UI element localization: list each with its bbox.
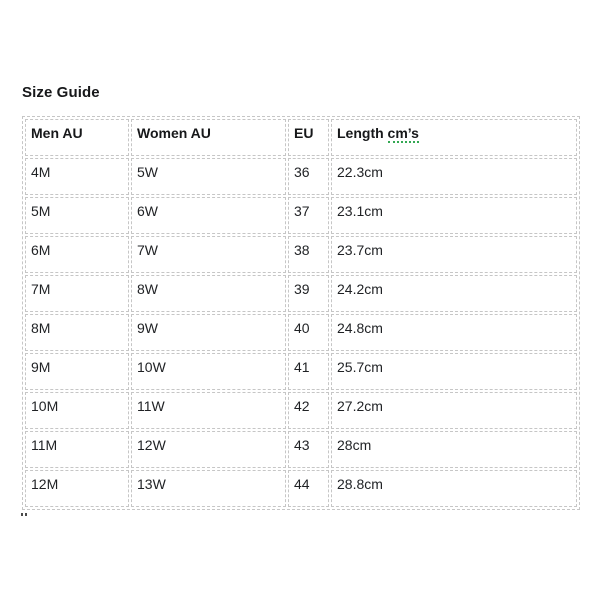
table-cell: 23.1cm [331, 197, 577, 234]
table-cell: 22.3cm [331, 158, 577, 195]
size-table-body: Men AU Women AU EU Length cm’s 4M 5W 36 22.… [25, 119, 577, 507]
table-cell: 11M [25, 431, 129, 468]
table-row: 9M 10W 41 25.7cm [25, 353, 577, 390]
header-cell-length: Length cm’s [331, 119, 577, 156]
table-cell: 10W [131, 353, 286, 390]
table-cell: 28.8cm [331, 470, 577, 507]
table-cell: 5W [131, 158, 286, 195]
table-cell: 4M [25, 158, 129, 195]
table-row: 5M 6W 37 23.1cm [25, 197, 577, 234]
header-cell-men-au: Men AU [25, 119, 129, 156]
table-cell: 39 [288, 275, 329, 312]
table-cell: 8W [131, 275, 286, 312]
table-row: 12M 13W 44 28.8cm [25, 470, 577, 507]
table-cell: 6M [25, 236, 129, 273]
table-cell: 41 [288, 353, 329, 390]
table-cell: 25.7cm [331, 353, 577, 390]
size-guide-table: Men AU Women AU EU Length cm’s 4M 5W 36 22.… [22, 116, 580, 510]
table-cell: 40 [288, 314, 329, 351]
table-row: 6M 7W 38 23.7cm [25, 236, 577, 273]
table-cell: 27.2cm [331, 392, 577, 429]
table-cell: 12M [25, 470, 129, 507]
table-cell: 7W [131, 236, 286, 273]
table-cell: 43 [288, 431, 329, 468]
table-cell: 12W [131, 431, 286, 468]
table-cell: 11W [131, 392, 286, 429]
table-cell: 24.2cm [331, 275, 577, 312]
table-cell: 9W [131, 314, 286, 351]
table-cell: 5M [25, 197, 129, 234]
table-cell: 24.8cm [331, 314, 577, 351]
table-cell: 38 [288, 236, 329, 273]
header-cell-eu: EU [288, 119, 329, 156]
table-cell: 28cm [331, 431, 577, 468]
table-handle-dots [21, 513, 578, 516]
table-cell: 44 [288, 470, 329, 507]
table-cell: 42 [288, 392, 329, 429]
table-cell: 23.7cm [331, 236, 577, 273]
table-cell: 10M [25, 392, 129, 429]
header-cell-women-au: Women AU [131, 119, 286, 156]
table-row: 11M 12W 43 28cm [25, 431, 577, 468]
table-cell: 36 [288, 158, 329, 195]
table-cell: 37 [288, 197, 329, 234]
table-cell: 9M [25, 353, 129, 390]
table-row: 4M 5W 36 22.3cm [25, 158, 577, 195]
page-title: Size Guide [22, 84, 100, 101]
table-cell: 8M [25, 314, 129, 351]
table-cell: 6W [131, 197, 286, 234]
table-row: 10M 11W 42 27.2cm [25, 392, 577, 429]
table-row: 7M 8W 39 24.2cm [25, 275, 577, 312]
table-cell: 13W [131, 470, 286, 507]
spellcheck-marked-word: cm’s [387, 125, 419, 143]
header-length-prefix: Length [337, 125, 388, 141]
table-cell: 7M [25, 275, 129, 312]
table-header-row: Men AU Women AU EU Length cm’s [25, 119, 577, 156]
table-row: 8M 9W 40 24.8cm [25, 314, 577, 351]
document-page: Size Guide Men AU Women AU EU Length cm’… [21, 84, 580, 516]
